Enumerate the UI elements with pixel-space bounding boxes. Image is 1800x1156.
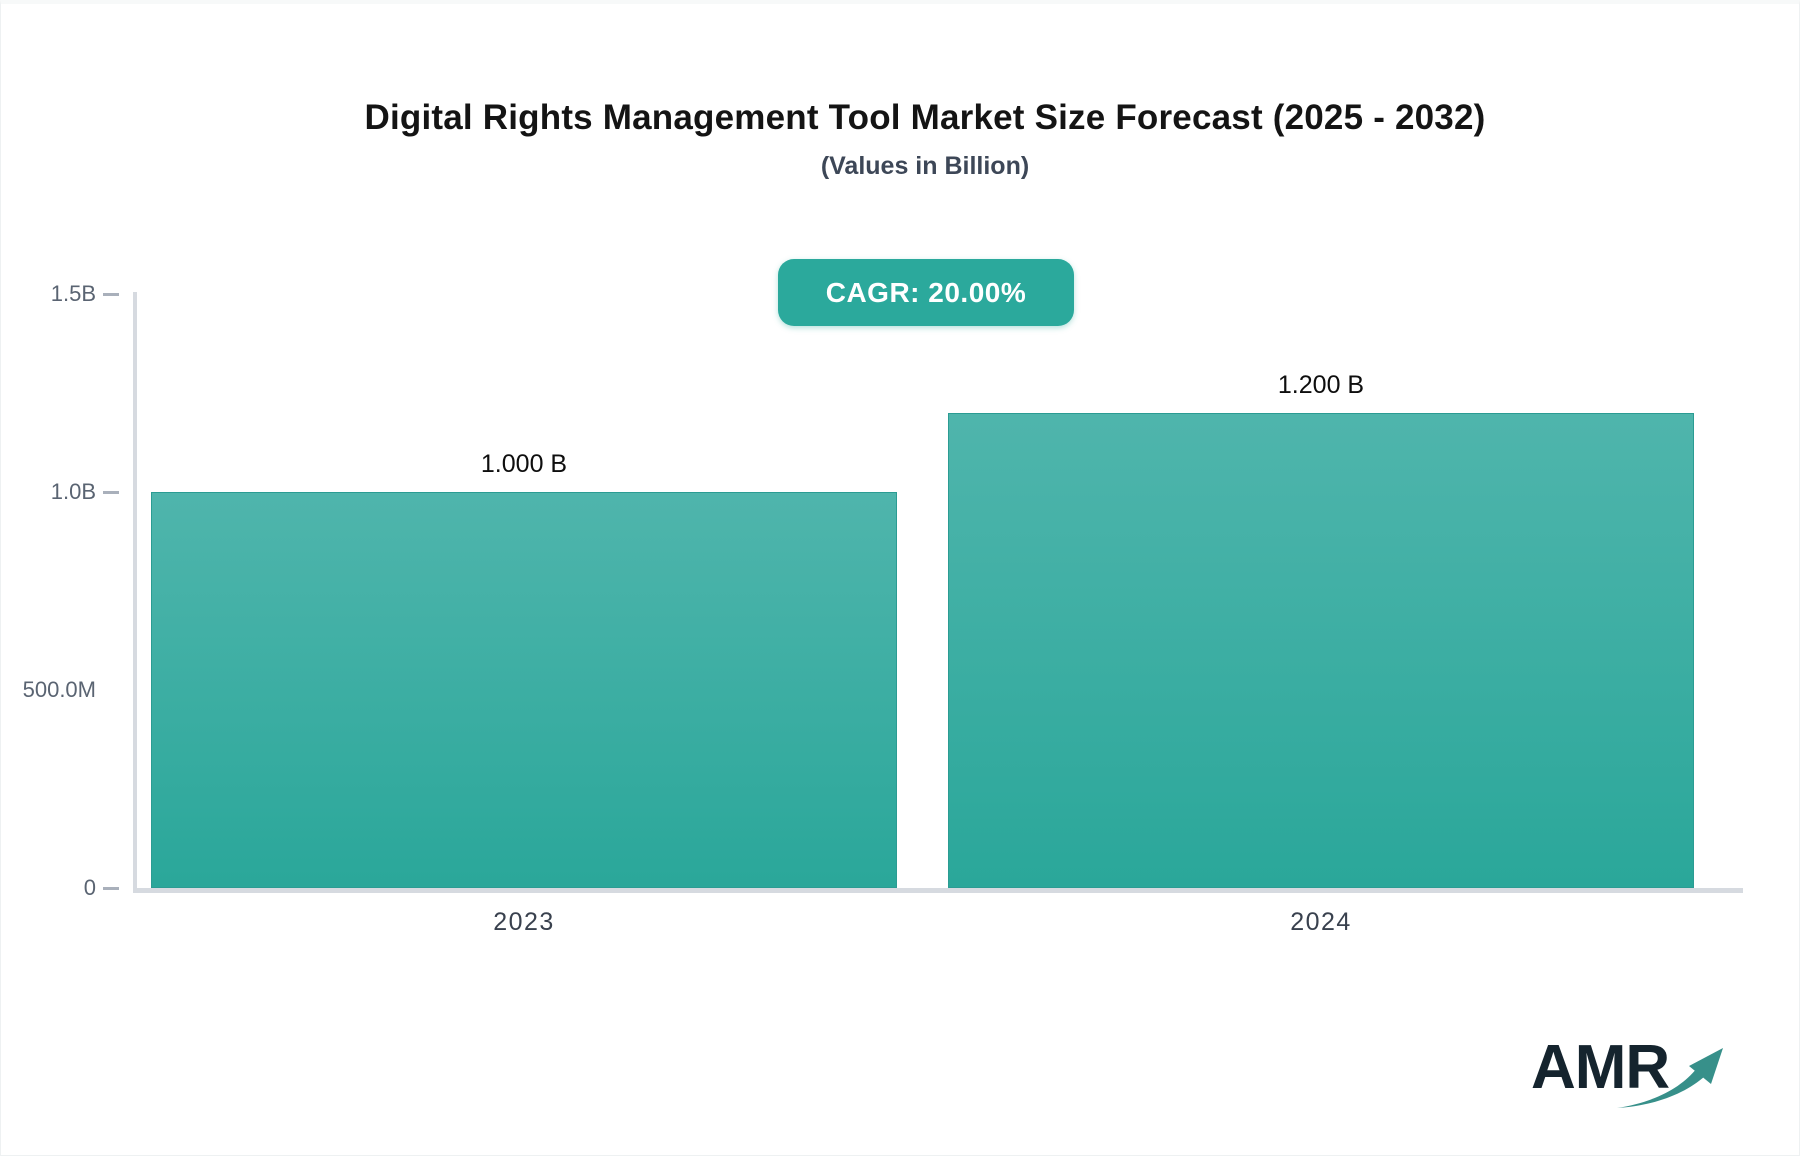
y-axis-tick-mark — [103, 491, 119, 494]
chart-title: Digital Rights Management Tool Market Si… — [364, 98, 1486, 137]
bar-2024 — [948, 413, 1694, 888]
y-axis-tick-mark — [103, 293, 119, 296]
cagr-badge-label: CAGR: 20.00% — [825, 276, 1027, 308]
y-axis-tick-label: 500.0M — [22, 677, 96, 702]
cagr-badge: CAGR: 20.00% — [778, 259, 1074, 326]
y-axis-line — [133, 292, 137, 890]
plot-area: 1.5B 1.0B 500.0M 0 1.000 B 2023 1.200 B 2024 — [1, 4, 1799, 1155]
bar-value-label: 1.200 B — [1277, 371, 1365, 399]
amr-logo: AMR — [1531, 1032, 1731, 1122]
x-axis-category-label: 2023 — [493, 908, 555, 936]
amr-logo-text: AMR — [1531, 1033, 1670, 1102]
chart-canvas: Digital Rights Management Tool Market Si… — [1, 4, 1799, 1155]
x-axis-category-label: 2024 — [1290, 908, 1352, 936]
bar-value-label: 1.000 B — [480, 450, 568, 478]
amr-logo-arrow-icon — [1617, 1048, 1723, 1108]
x-axis-line — [133, 888, 1743, 893]
y-axis-tick-label: 0 — [83, 875, 96, 900]
chart-subtitle: (Values in Billion) — [820, 152, 1030, 180]
y-axis-tick-label: 1.0B — [50, 479, 96, 504]
y-axis-tick-label: 1.5B — [50, 281, 96, 306]
bar-2023 — [151, 492, 897, 888]
y-axis-tick-mark — [103, 887, 119, 890]
